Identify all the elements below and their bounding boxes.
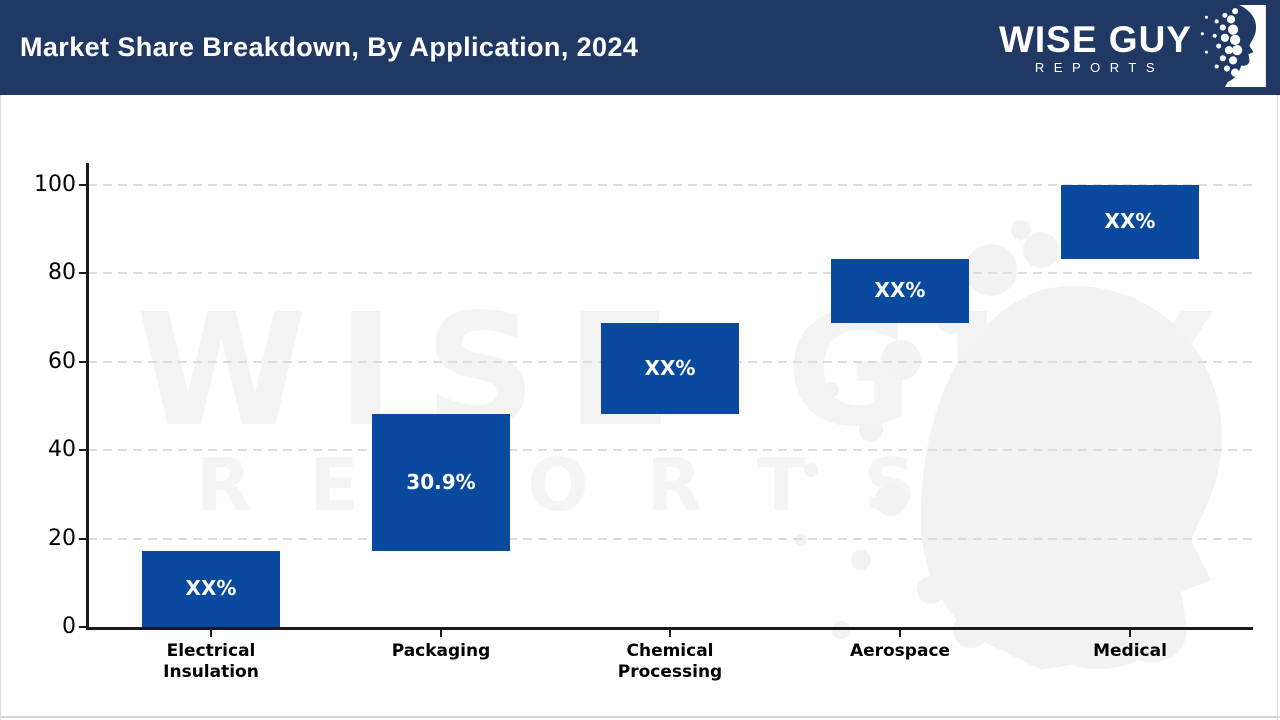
y-tick-label: 0 bbox=[62, 614, 76, 639]
bar-value-label: XX% bbox=[1104, 208, 1156, 233]
y-tick bbox=[79, 272, 87, 275]
bar-segment: XX% bbox=[831, 258, 969, 323]
watermark-subtitle: REPORTS bbox=[196, 443, 974, 527]
wiseguy-face-icon bbox=[1194, 4, 1266, 91]
gridline bbox=[88, 272, 1253, 275]
y-tick-label: 20 bbox=[48, 525, 76, 551]
y-tick-label: 40 bbox=[48, 437, 76, 463]
x-axis-label: Aerospace bbox=[849, 641, 951, 661]
x-tick bbox=[899, 630, 901, 637]
logo-subtitle: REPORTS bbox=[1034, 59, 1165, 75]
bar-value-label: XX% bbox=[874, 277, 926, 302]
bar-value-label: XX% bbox=[185, 575, 237, 600]
bar-segment: 30.9% bbox=[372, 414, 510, 551]
x-axis-spine bbox=[86, 627, 1253, 630]
x-axis-label: Packaging bbox=[391, 641, 491, 661]
bar-value-label: XX% bbox=[644, 355, 696, 380]
y-tick-label: 100 bbox=[34, 172, 76, 197]
bar-segment: XX% bbox=[142, 550, 280, 627]
wiseguy-logo-text: WISE GUY REPORTS bbox=[998, 18, 1192, 75]
logo-wordmark: WISE GUY bbox=[998, 18, 1192, 60]
y-tick bbox=[79, 626, 87, 628]
x-tick bbox=[440, 630, 442, 637]
x-tick bbox=[210, 630, 212, 637]
bar-segment: XX% bbox=[1061, 185, 1199, 259]
y-tick bbox=[79, 449, 87, 452]
y-tick-label: 80 bbox=[48, 260, 76, 286]
bottom-divider bbox=[0, 716, 1280, 718]
y-tick bbox=[79, 184, 87, 186]
x-axis-label: Chemical Processing bbox=[617, 641, 723, 682]
gridline bbox=[88, 537, 1253, 540]
watermark-face-icon bbox=[741, 210, 1261, 674]
x-axis-label: Electrical Insulation bbox=[163, 641, 259, 682]
y-tick bbox=[79, 537, 87, 540]
bar-value-label: 30.9% bbox=[406, 469, 476, 494]
x-axis-label: Medical bbox=[1093, 641, 1167, 661]
bar-segment: XX% bbox=[601, 322, 739, 415]
wiseguy-logo: WISE GUY REPORTS bbox=[999, 0, 1266, 95]
page-title: Market Share Breakdown, By Application, … bbox=[20, 32, 639, 62]
header: Market Share Breakdown, By Application, … bbox=[0, 0, 1280, 95]
x-tick bbox=[669, 630, 671, 637]
y-axis-spine bbox=[86, 163, 89, 630]
gridline bbox=[88, 184, 1253, 186]
y-tick-label: 60 bbox=[48, 348, 76, 374]
y-tick bbox=[79, 360, 87, 363]
gridline bbox=[88, 449, 1253, 452]
x-tick bbox=[1129, 630, 1131, 637]
